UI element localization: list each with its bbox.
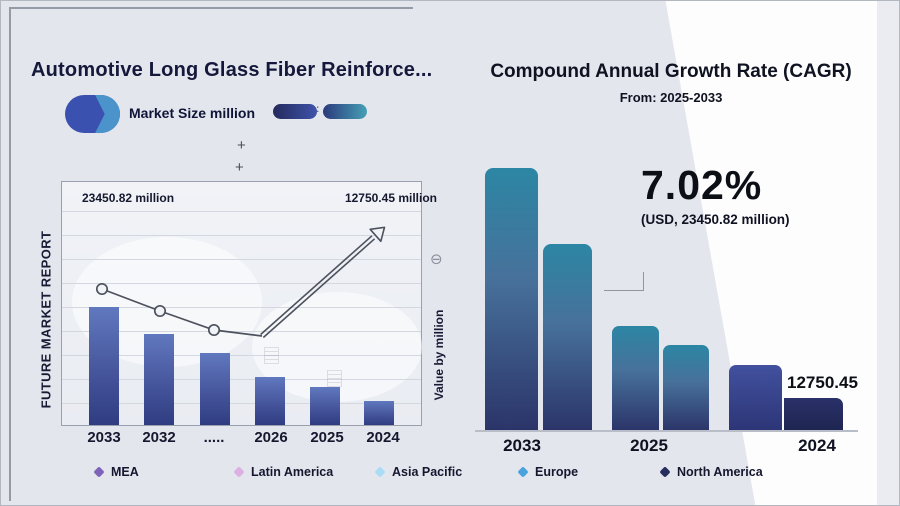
left-x-label-2026: 2026 [254,429,288,446]
y-axis-label: Value by million [432,309,446,401]
left-chart-title: Automotive Long Glass Fiber Reinforce... [31,59,433,81]
left-bar-2033 [89,307,119,425]
legend-bullet-icon [93,466,105,478]
legend-bullet-icon [517,466,529,478]
right-bar-2024 [729,365,782,431]
line-marker [95,282,109,296]
chart-gridlines [62,211,421,425]
legend-item-latin-america: Latin America [233,465,334,479]
faint-document-icon [264,347,279,364]
right-chart-subtitle: From: 2025-2033 [619,90,723,105]
legend-item-asia-pacific: Asia Pacific [374,465,463,479]
right-bar-2033 [485,168,538,431]
end-value-label: 12750.45 million [344,191,437,205]
cagr-value: 7.02% [641,162,763,208]
background-right-strip [877,1,899,505]
right-x-label-2033: 2033 [503,436,541,455]
left-bar-chart-frame: 23450.82 million 12750.45 million [61,181,437,426]
peak-value-label: 23450.82 million [82,191,175,205]
right-bar-2033 [543,244,592,431]
right-bar-2025 [663,345,709,431]
legend-pill-dark-icon [273,104,317,119]
legend-label: MEA [111,465,139,479]
market-size-cylinder-icon [65,95,120,133]
left-x-label-2025: 2025 [310,429,344,446]
legend-pill-separator: : [316,104,320,115]
legend-item-europe: Europe [517,465,579,479]
right-x-label-2025: 2025 [630,436,668,455]
left-x-label-2033: 2033 [87,429,121,446]
frame-accent-top [9,7,413,9]
legend-bullet-icon [659,466,671,478]
left-bar-2032 [144,334,174,425]
plus-mark-icon: + [237,137,246,154]
left-bar-2026 [255,377,285,425]
left-bar-2025 [310,387,340,425]
right-bar-2025 [612,326,659,431]
left-bar-2024 [364,401,394,425]
legend-item-mea: MEA [93,465,139,479]
future-market-report-watermark: FUTURE MARKET REPORT [38,230,54,409]
legend-label: North America [677,465,763,479]
left-x-label-.....: ..... [203,429,225,446]
right-x-axis-line [475,430,858,432]
circled-minus-icon: ⊖ [430,251,443,268]
faint-document-icon [327,370,342,387]
right-x-label-2024: 2024 [798,436,836,455]
legend-item-north-america: North America [659,465,763,479]
bracket-callout-icon [604,272,644,291]
right-bar-2024 [784,398,843,431]
growth-arrow-head [369,226,386,243]
line-marker [207,323,221,337]
plus-mark-icon: + [235,159,244,176]
market-size-legend-label: Market Size million [129,105,256,121]
legend-bullet-icon [374,466,386,478]
cylinder-face-highlight [95,95,120,133]
legend-label: Asia Pacific [392,465,463,479]
right-end-value-label: 12750.45 [787,373,858,392]
trend-line-and-arrow [95,226,386,339]
cagr-note: (USD, 23450.82 million) [641,212,790,227]
line-marker [153,304,167,318]
legend-label: Latin America [251,465,334,479]
legend-pill-teal-icon [323,104,367,119]
legend-label: Europe [535,465,579,479]
left-bar-..... [200,353,230,425]
left-x-label-2024: 2024 [366,429,400,446]
right-chart-title: Compound Annual Growth Rate (CAGR) [490,61,852,82]
legend-bullet-icon [233,466,245,478]
left-x-label-2032: 2032 [142,429,176,446]
frame-accent-left [9,7,11,501]
